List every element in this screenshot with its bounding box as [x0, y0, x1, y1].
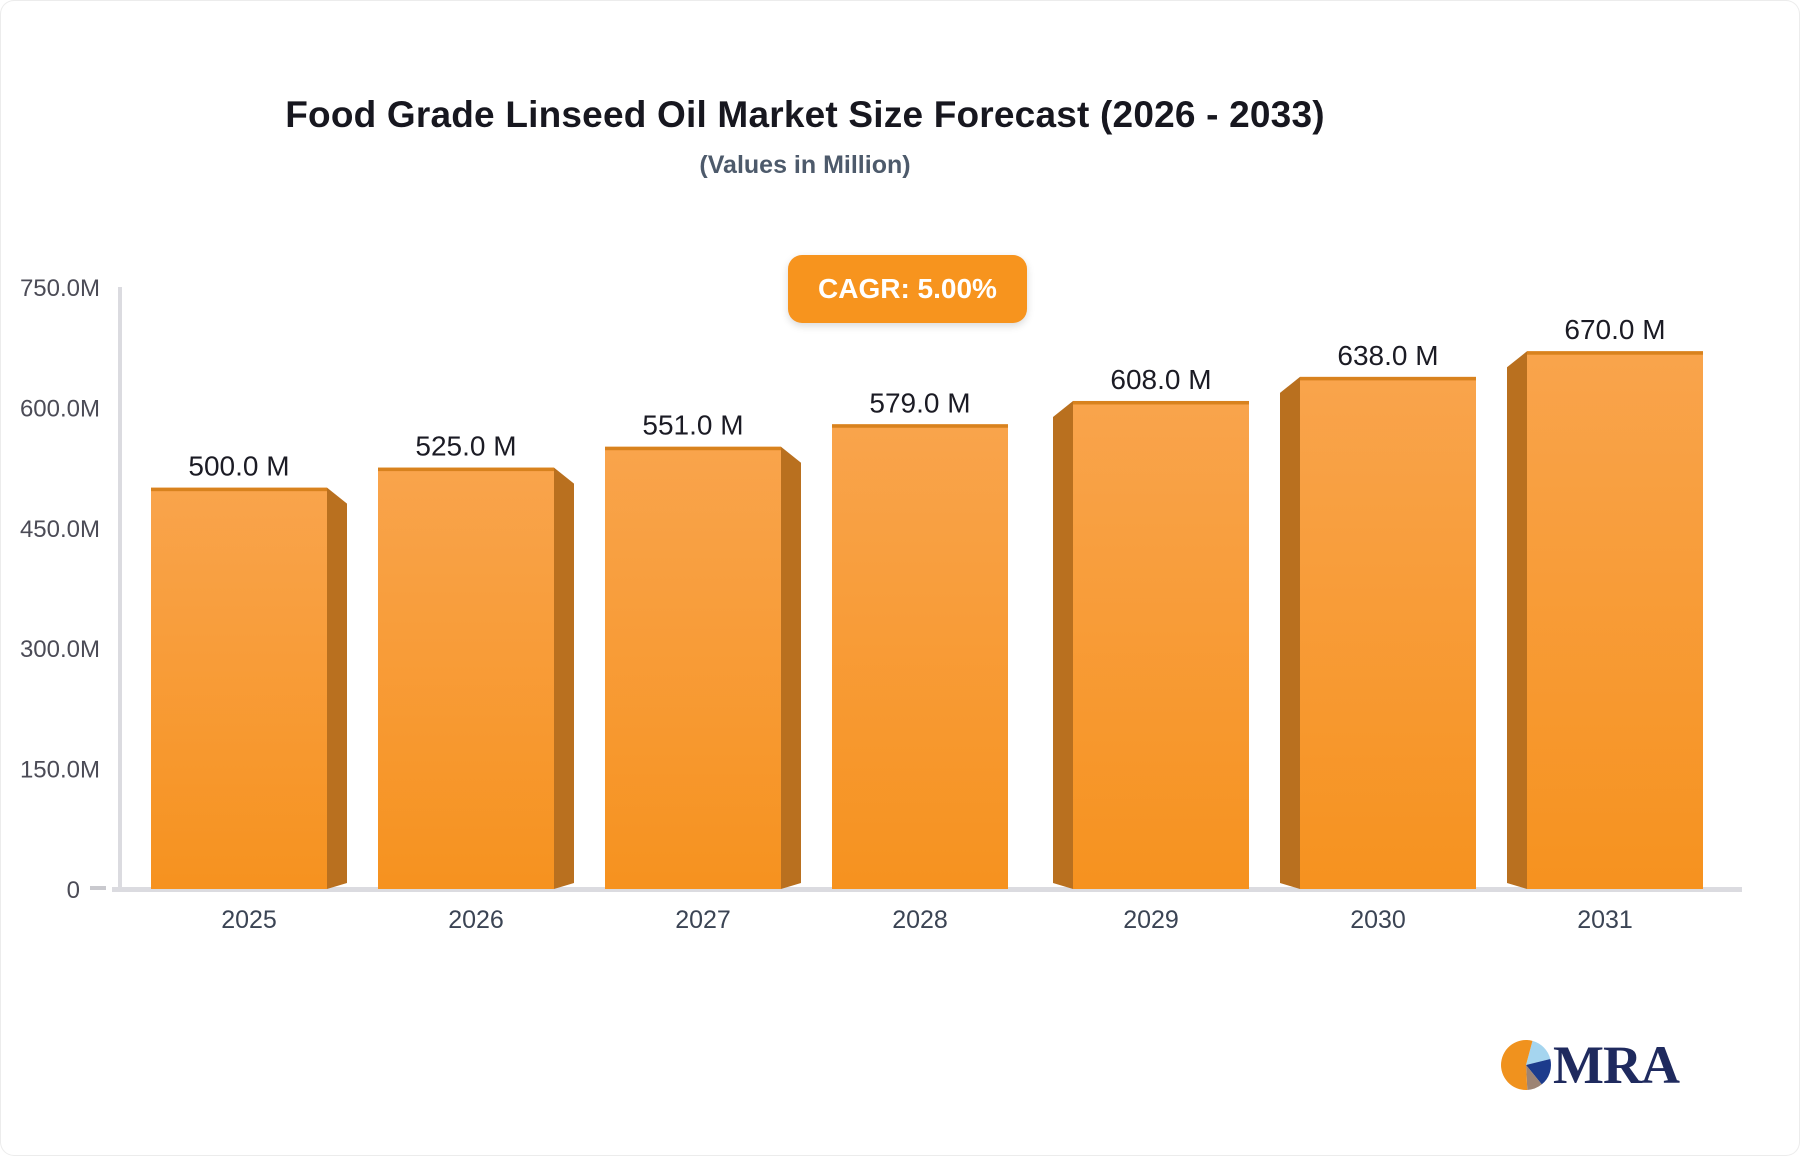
bar-top-edge: [1300, 376, 1476, 381]
pie-slice-orange: [1501, 1040, 1533, 1091]
y-axis-label: 750.0M: [20, 275, 100, 302]
pie-slice-taupe: [1526, 1065, 1542, 1090]
x-axis-label: 2030: [1350, 906, 1406, 934]
chart-subtitle: (Values in Million): [699, 151, 911, 179]
bar[interactable]: [1527, 351, 1703, 889]
bar[interactable]: [1073, 400, 1249, 889]
bar[interactable]: [151, 487, 327, 889]
bar-value-label: 638.0 M: [1337, 340, 1438, 371]
y-axis-label: 600.0M: [20, 395, 100, 422]
bar-group: 608.0 M 2029: [1053, 364, 1249, 934]
bar-top-edge: [1073, 400, 1249, 405]
x-axis-label: 2031: [1577, 906, 1633, 934]
bar-value-label: 500.0 M: [188, 451, 289, 482]
y-axis-line: [118, 287, 122, 891]
bar-side-face: [1280, 376, 1300, 889]
bar-value-label: 579.0 M: [869, 387, 970, 418]
bar-group: 500.0 M 2025: [151, 451, 347, 934]
bar-group: 638.0 M 2030: [1280, 340, 1476, 934]
x-axis-label: 2027: [675, 906, 731, 934]
y-axis-label: 300.0M: [20, 636, 100, 663]
bar-value-label: 551.0 M: [642, 410, 743, 441]
bar-value-label: 608.0 M: [1110, 364, 1211, 395]
bar[interactable]: [832, 424, 1008, 889]
bar-top-edge: [151, 487, 327, 492]
bar-value-label: 525.0 M: [415, 431, 516, 462]
bar[interactable]: [1300, 376, 1476, 889]
bar[interactable]: [605, 446, 781, 889]
bar-side-face: [327, 487, 347, 889]
pie-chart-logo-icon: [1501, 1040, 1552, 1091]
bar-value-label: 670.0 M: [1564, 314, 1665, 345]
bar-top-edge: [378, 467, 554, 472]
bar-group: 579.0 M 2028: [832, 387, 1008, 934]
x-axis-line: [112, 887, 1742, 892]
bar-chart: 750.0M 600.0M 450.0M 300.0M 150.0M 0 500.0 M 20…: [20, 275, 1742, 934]
chart-header: Food Grade Linseed Oil Market Size Forec…: [0, 94, 1610, 180]
x-axis-label: 2025: [221, 906, 277, 934]
bar-top-edge: [832, 424, 1008, 428]
x-axis-label: 2029: [1123, 906, 1179, 934]
bar-side-face: [781, 446, 801, 889]
bar-group: 551.0 M 2027: [605, 410, 801, 934]
x-axis-label: 2026: [448, 906, 504, 934]
y-axis-label: 150.0M: [20, 757, 100, 784]
bar[interactable]: [378, 467, 554, 889]
bar-side-face: [1053, 400, 1073, 889]
bar-top-edge: [1527, 351, 1703, 355]
x-axis-label: 2028: [892, 906, 948, 934]
cagr-badge: CAGR: 5.00%: [788, 255, 1027, 323]
pie-slice-light-blue: [1526, 1040, 1551, 1065]
bar-group: 670.0 M 2031: [1507, 314, 1703, 934]
y-axis-label: 450.0M: [20, 516, 100, 543]
pie-slice-navy: [1526, 1059, 1552, 1085]
bar-group: 525.0 M 2026: [378, 431, 574, 934]
bar-side-face: [1507, 351, 1527, 889]
bar-top-edge: [605, 446, 781, 451]
zero-tick: [90, 886, 106, 890]
mra-logo: MRA: [1500, 1035, 1680, 1095]
y-axis-label: 0: [67, 877, 80, 904]
logo-text: MRA: [1553, 1035, 1680, 1095]
chart-title: Food Grade Linseed Oil Market Size Forec…: [285, 94, 1325, 135]
bar-side-face: [554, 467, 574, 889]
